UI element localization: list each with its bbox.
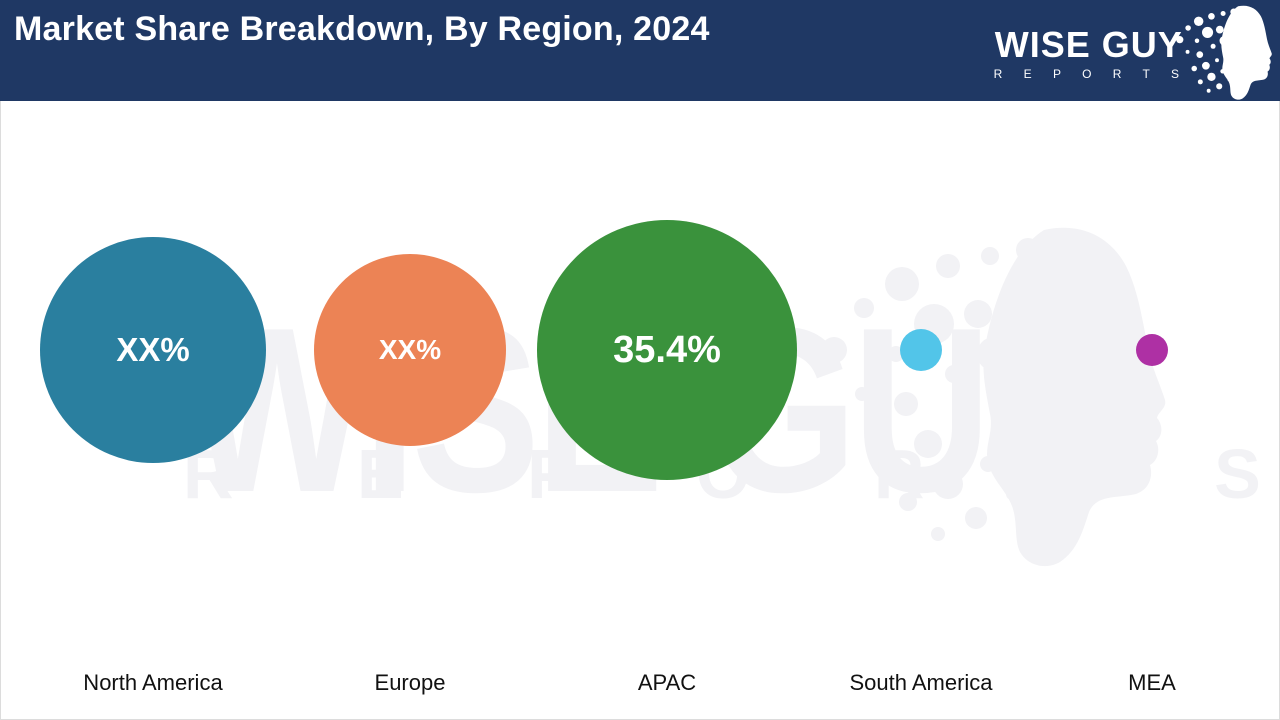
category-label-north-america: North America	[83, 670, 223, 695]
bubble-mea[interactable]	[1136, 334, 1168, 366]
bubble-north-america[interactable]: XX%	[40, 237, 266, 463]
brand-subtitle: R E P O R T S	[993, 66, 1188, 81]
category-label-europe: Europe	[374, 670, 446, 695]
brand-name: WISE GUY	[994, 23, 1183, 65]
bubble-south-america[interactable]	[900, 329, 942, 371]
category-label-apac: APAC	[637, 670, 697, 695]
category-label-south-america: South America	[849, 670, 993, 695]
bubble-value-north-america: XX%	[116, 331, 190, 368]
brand-logo-text: WISE GUY R E P O R T S	[990, 23, 1188, 81]
chart-area: WISE GUY R E P O R T S XX% XX% 35.4% Nor…	[0, 101, 1280, 720]
category-label-mea: MEA	[1128, 670, 1176, 695]
watermark-face-profile-dots-icon	[821, 227, 1166, 567]
bubble-apac[interactable]: 35.4%	[537, 220, 797, 480]
face-profile-dots-icon	[1176, 5, 1272, 100]
bubble-europe[interactable]: XX%	[314, 254, 506, 446]
header: Market Share Breakdown, By Region, 2024 …	[0, 0, 1280, 101]
bubble-value-europe: XX%	[378, 334, 442, 365]
bubble-value-apac: 35.4%	[613, 328, 721, 371]
page-title: Market Share Breakdown, By Region, 2024	[14, 10, 710, 48]
brand-logo: WISE GUY R E P O R T S	[990, 0, 1272, 101]
